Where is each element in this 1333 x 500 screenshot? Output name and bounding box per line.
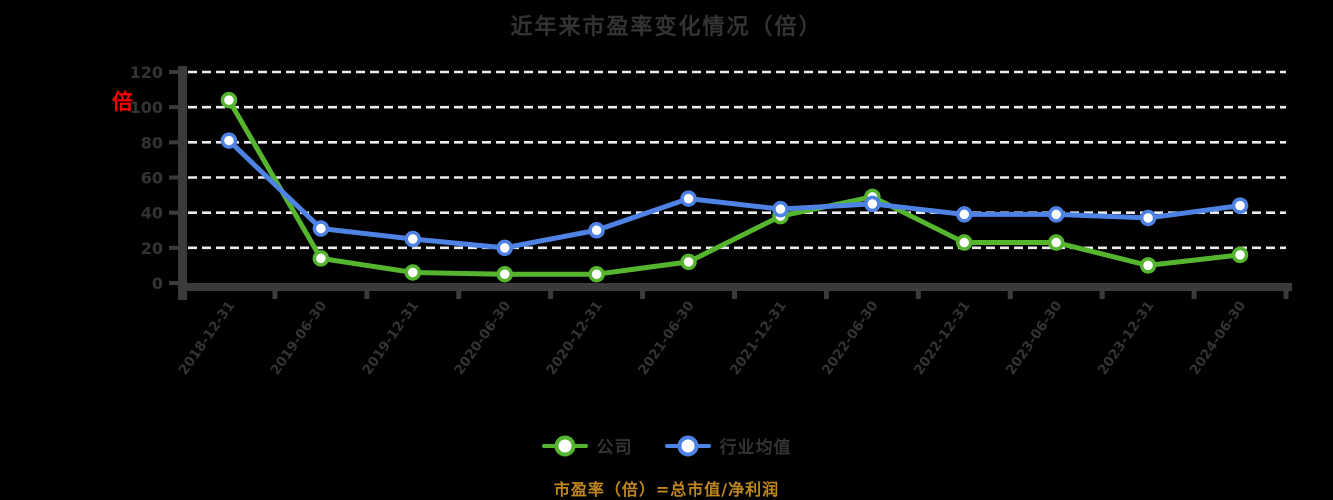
y-axis-label: 100 — [130, 98, 163, 117]
x-axis-label: 2021-06-30 — [635, 298, 698, 378]
data-point-company — [496, 265, 513, 283]
data-point-industry — [220, 132, 238, 149]
series-line-company — [226, 97, 1243, 277]
series-line-industry — [226, 138, 1243, 251]
x-axis-label: 2019-06-30 — [268, 298, 331, 378]
data-point-company — [588, 265, 605, 283]
y-axis-label: 80 — [141, 133, 163, 152]
data-point-company — [1047, 234, 1065, 251]
data-point-industry — [1139, 209, 1157, 227]
chart-legend: 公司 行业均值 — [0, 433, 1333, 458]
x-axis-label: 2020-12-31 — [543, 298, 606, 378]
x-axis-label: 2018-12-31 — [176, 298, 239, 378]
data-point-industry — [1047, 206, 1065, 223]
chart-footnote: 市盈率（倍）=总市值/净利润 — [553, 480, 780, 499]
legend-label-company: 公司 — [596, 438, 633, 458]
legend-marker-company-icon — [541, 435, 588, 457]
x-axis-label: 2022-12-31 — [911, 298, 974, 378]
data-point-industry — [772, 200, 789, 218]
y-axis-label: 40 — [141, 204, 163, 223]
x-axis-label: 2019-12-31 — [359, 298, 422, 378]
x-axis-line — [178, 283, 1292, 291]
data-point-company — [680, 253, 697, 271]
data-point-industry — [496, 239, 513, 257]
y-axis-label: 0 — [152, 274, 163, 293]
data-point-industry — [312, 220, 330, 237]
data-point-company — [1231, 246, 1249, 264]
legend-label-industry: 行业均值 — [719, 438, 792, 458]
legend-marker-industry-icon — [664, 435, 711, 457]
y-axis-label: 120 — [130, 63, 163, 82]
data-point-company — [312, 250, 330, 267]
data-point-industry — [680, 190, 697, 207]
y-axis-label: 60 — [141, 169, 163, 188]
data-point-company — [956, 234, 973, 251]
data-point-company — [1139, 257, 1157, 274]
x-axis-label: 2021-12-31 — [727, 298, 790, 378]
y-axis-line — [178, 66, 187, 300]
x-axis-label: 2024-06-30 — [1187, 298, 1250, 378]
data-point-industry — [1231, 197, 1249, 214]
legend-item-industry[interactable]: 行业均值 — [664, 433, 792, 458]
x-axis-label: 2022-06-30 — [819, 298, 882, 378]
y-axis-label: 20 — [141, 239, 163, 258]
data-point-company — [220, 91, 238, 109]
data-point-industry — [864, 195, 881, 213]
data-point-industry — [588, 222, 605, 239]
chart-title: 近年来市盈率变化情况（倍） — [510, 15, 823, 40]
y-axis-unit-label: 倍 — [112, 90, 133, 114]
legend-item-company[interactable]: 公司 — [541, 433, 633, 458]
data-point-company — [404, 264, 422, 281]
x-axis-label: 2020-06-30 — [451, 298, 514, 378]
x-axis-label: 2023-12-31 — [1095, 298, 1158, 378]
data-point-industry — [404, 230, 422, 248]
data-point-industry — [956, 206, 973, 223]
x-axis-label: 2023-06-30 — [1003, 298, 1066, 378]
